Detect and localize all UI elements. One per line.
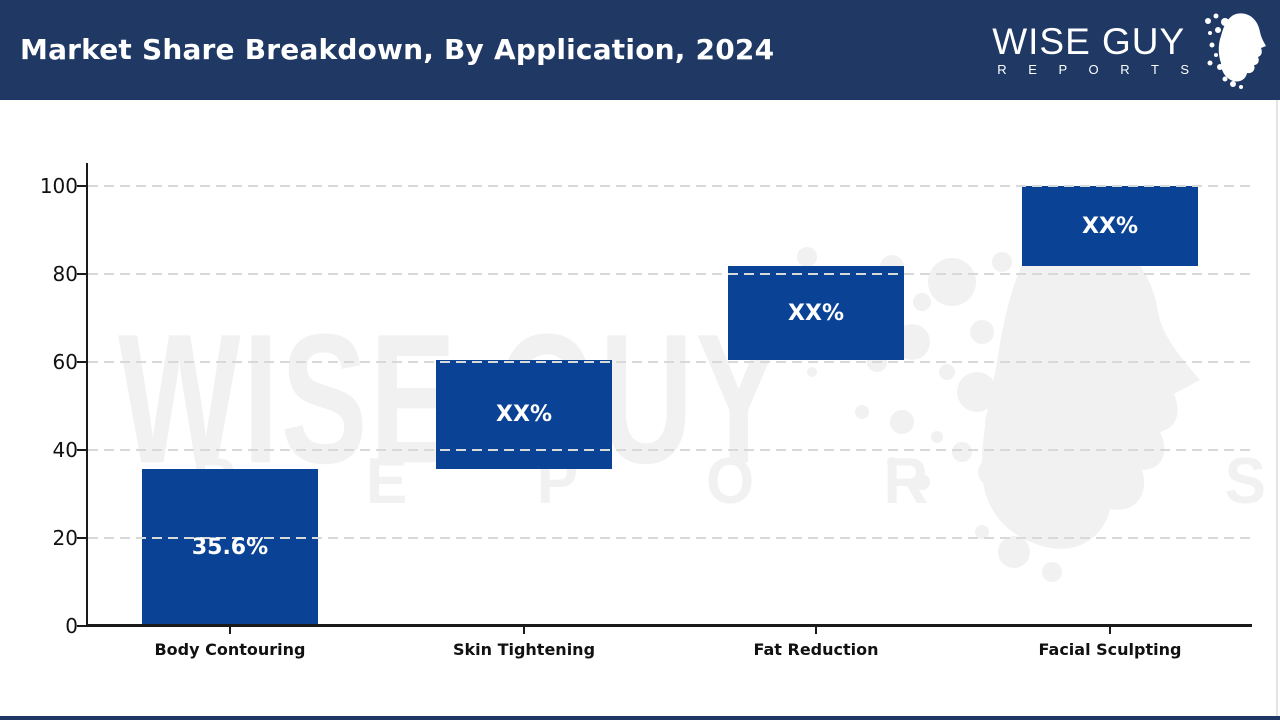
bar-label-skin-tightening: XX% (496, 402, 552, 428)
y-tick-label-100: 100 (39, 174, 78, 198)
page-right-border (1276, 100, 1278, 716)
bar-label-fat-reduction: XX% (788, 300, 844, 326)
y-axis-line (86, 163, 88, 626)
logo-text: WISE GUY R E P O R T S (992, 20, 1198, 78)
logo-wiseguy-label: WISE GUY (992, 20, 1186, 62)
gridline-20 (88, 537, 1252, 539)
y-tick-mark-100 (77, 185, 86, 187)
x-axis-line (86, 624, 1252, 627)
gridline-100 (88, 185, 1252, 187)
y-tick-mark-60 (77, 361, 86, 363)
bar-skin-tightening (436, 360, 612, 470)
x-label-facial-sculpting: Facial Sculpting (1038, 640, 1182, 659)
y-tick-label-80: 80 (52, 262, 78, 286)
x-tick-mark-facial-sculpting (1109, 626, 1111, 634)
x-label-body-contouring: Body Contouring (154, 640, 306, 659)
bar-body-contouring (142, 469, 318, 626)
y-tick-label-20: 20 (52, 526, 78, 550)
y-tick-label-40: 40 (52, 438, 78, 462)
logo-reports-label: R E P O R T S (997, 62, 1198, 78)
bar-label-body-contouring: 35.6% (191, 535, 269, 561)
y-tick-mark-20 (77, 537, 86, 539)
x-label-skin-tightening: Skin Tightening (452, 640, 596, 659)
gridline-80 (88, 273, 1252, 275)
x-label-fat-reduction: Fat Reduction (753, 640, 879, 659)
x-tick-mark-skin-tightening (523, 626, 525, 634)
x-tick-mark-fat-reduction (815, 626, 817, 634)
bar-fat-reduction (728, 266, 904, 361)
wise-guy-reports-logo: WISE GUY R E P O R T S (992, 8, 1266, 92)
gridline-60 (88, 361, 1252, 363)
bar-label-facial-sculpting: XX% (1082, 213, 1138, 239)
y-tick-mark-0 (77, 625, 86, 627)
y-tick-label-0: 0 (65, 614, 78, 638)
logo-head-icon (1205, 13, 1266, 89)
y-tick-label-60: 60 (52, 350, 78, 374)
y-tick-mark-40 (77, 449, 86, 451)
header-bar: Market Share Breakdown, By Application, … (0, 0, 1280, 100)
gridline-40 (88, 449, 1252, 451)
page-title: Market Share Breakdown, By Application, … (20, 33, 775, 66)
bar-facial-sculpting (1022, 186, 1198, 267)
footer-bar (0, 716, 1280, 720)
x-tick-mark-body-contouring (229, 626, 231, 634)
y-tick-mark-80 (77, 273, 86, 275)
